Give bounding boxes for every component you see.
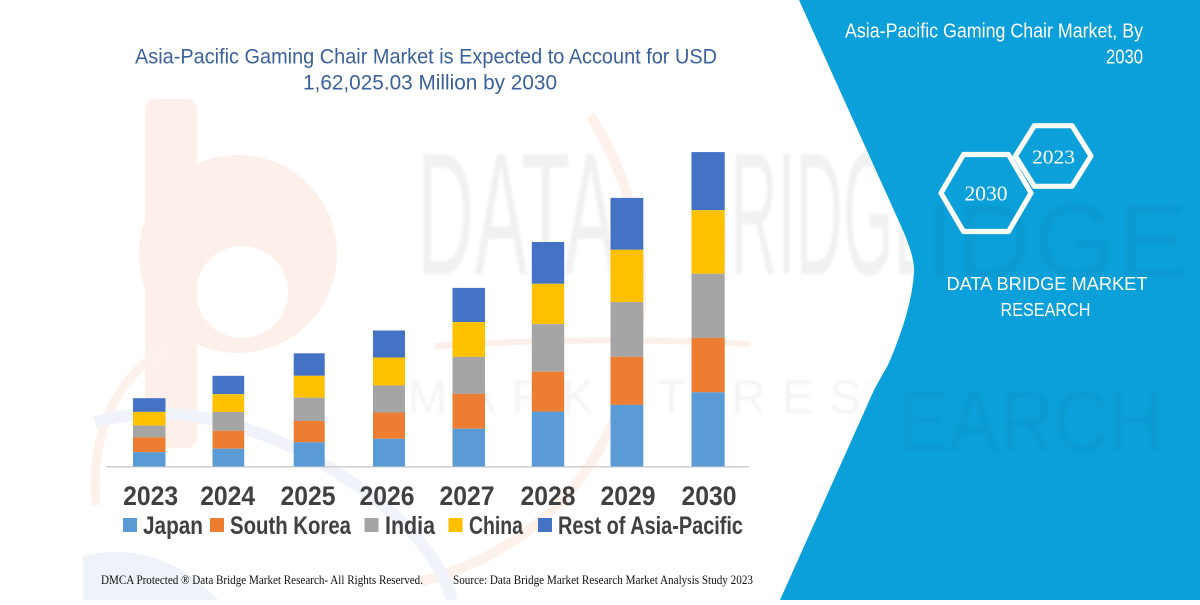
svg-text:DMCA Protected ® Data Bridge M: DMCA Protected ® Data Bridge Market Rese… [101, 572, 423, 587]
svg-text:South Korea: South Korea [230, 512, 352, 540]
svg-text:2029: 2029 [601, 481, 656, 511]
svg-text:2030: 2030 [965, 182, 1008, 206]
svg-text:1,62,025.03 Million by 2030: 1,62,025.03 Million by 2030 [303, 72, 557, 95]
svg-text:2026: 2026 [360, 481, 415, 511]
svg-text:2030: 2030 [1106, 47, 1143, 69]
svg-text:RESEARCH: RESEARCH [1001, 300, 1091, 320]
svg-text:Rest of Asia-Pacific: Rest of Asia-Pacific [558, 512, 743, 540]
svg-text:2023: 2023 [1032, 147, 1075, 169]
svg-text:EARCH: EARCH [898, 374, 1163, 470]
svg-text:2030: 2030 [682, 481, 737, 511]
svg-text:China: China [469, 512, 524, 540]
svg-text:Asia-Pacific Gaming Chair Mark: Asia-Pacific Gaming Chair Market, By [845, 21, 1143, 43]
svg-text:2024: 2024 [200, 481, 255, 511]
svg-text:Asia-Pacific Gaming Chair Mark: Asia-Pacific Gaming Chair Market is Expe… [135, 46, 717, 69]
svg-text:2023: 2023 [123, 481, 178, 511]
svg-text:DATA: DATA [417, 116, 617, 311]
svg-text:2025: 2025 [281, 481, 336, 511]
svg-text:2028: 2028 [521, 481, 576, 511]
svg-text:Source: Data Bridge Market Res: Source: Data Bridge Market Research Mark… [453, 572, 753, 587]
svg-text:India: India [385, 512, 436, 540]
svg-text:DATA BRIDGE MARKET: DATA BRIDGE MARKET [947, 274, 1148, 294]
svg-text:2027: 2027 [440, 481, 495, 511]
svg-text:Japan: Japan [143, 512, 203, 540]
